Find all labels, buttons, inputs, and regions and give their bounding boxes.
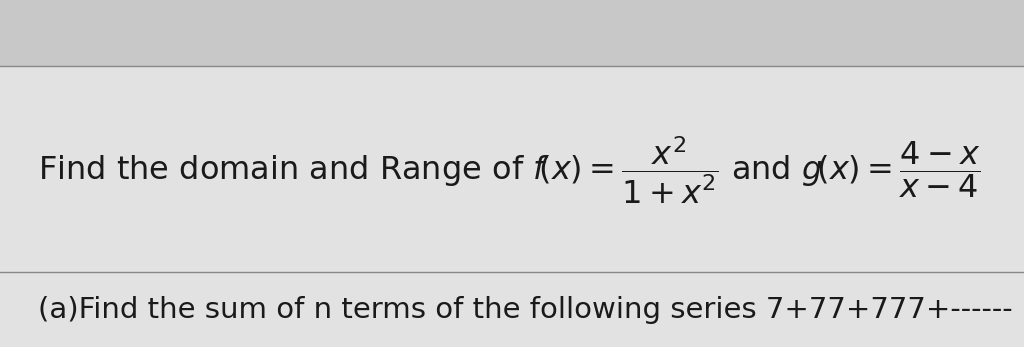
Text: Find the domain and Range of $f\!\left(x\right)=\dfrac{x^2}{1+x^2}$ and $g\!\lef: Find the domain and Range of $f\!\left(x… (38, 135, 981, 206)
Bar (0, 272, 1024, 347)
Bar (0, 66, 1024, 272)
Text: (a)Find the sum of n terms of the following series 7+77+777+------: (a)Find the sum of n terms of the follow… (38, 296, 1013, 324)
